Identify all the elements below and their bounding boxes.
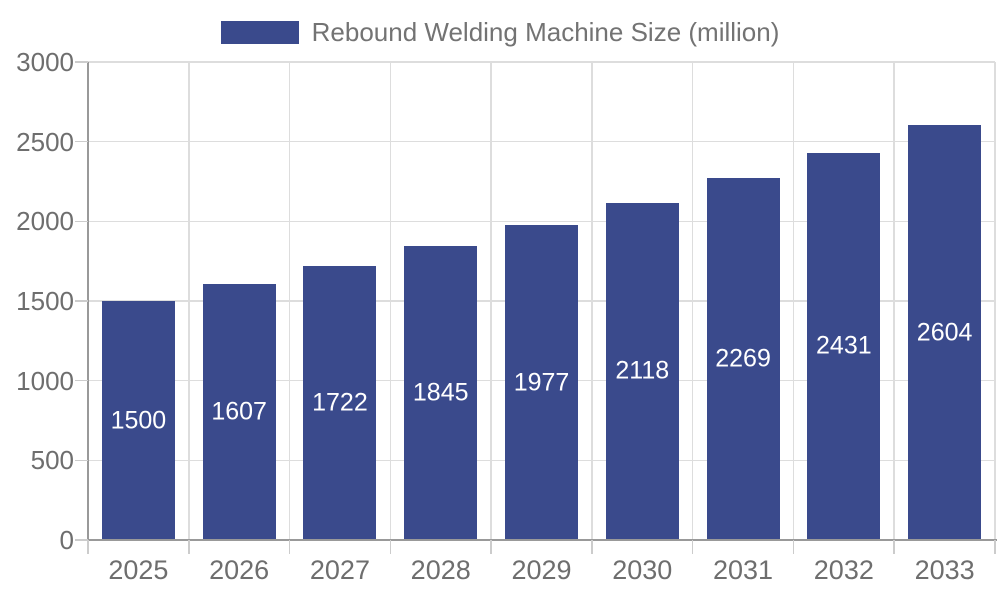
bar-value-label: 2604 [916, 318, 973, 347]
bar-2031: 2269 [706, 178, 780, 540]
x-axis-tick [792, 540, 795, 554]
v-gridline [893, 62, 895, 540]
y-axis-label: 2000 [16, 206, 74, 237]
v-gridline [994, 62, 996, 540]
y-axis-tick [75, 539, 88, 541]
bar-value-label: 1977 [513, 368, 570, 396]
h-gridline [88, 220, 995, 223]
h-gridline [88, 140, 995, 143]
x-axis-label: 2025 [108, 555, 169, 585]
y-axis-label: 1500 [16, 286, 74, 316]
bar-2025: 1500 [101, 301, 175, 540]
v-gridline [792, 62, 795, 540]
v-gridline [591, 62, 593, 540]
x-axis-label: 2030 [612, 555, 673, 585]
bar-2029: 1977 [505, 225, 578, 540]
bar-value-label: 1722 [312, 388, 368, 417]
h-gridline [88, 61, 995, 63]
x-axis-tick [994, 540, 996, 554]
y-axis-label: 2500 [16, 126, 74, 157]
x-axis-label: 2029 [511, 555, 572, 585]
bar-2028: 1845 [404, 246, 478, 540]
bar-value-label: 1500 [110, 406, 167, 434]
v-gridline [691, 62, 694, 540]
x-axis-tick [591, 540, 593, 554]
v-gridline [490, 62, 492, 540]
x-axis-label: 2026 [209, 555, 270, 585]
x-axis-tick [188, 540, 190, 554]
bar-value-label: 2431 [816, 331, 872, 360]
y-axis-line [87, 62, 89, 540]
x-axis-label: 2028 [410, 555, 471, 585]
x-axis-tick [389, 540, 392, 554]
x-axis-label: 2027 [309, 555, 370, 585]
y-axis-tick [75, 61, 88, 63]
v-gridline [389, 62, 392, 540]
x-axis-tick [288, 540, 291, 554]
x-axis-tick [490, 540, 492, 554]
x-axis-label: 2033 [914, 555, 975, 585]
plot-area: 1500 1607 1722 1845 1977 2118 2269 2431 2604 [88, 61, 996, 540]
bar-2027: 1722 [303, 265, 377, 540]
y-axis-tick [75, 300, 88, 302]
bar-value-label: 2269 [715, 344, 771, 373]
bar-2026: 1607 [202, 283, 276, 540]
y-axis-tick [75, 379, 88, 382]
x-axis-tick [893, 540, 895, 554]
legend-swatch-icon [220, 21, 299, 45]
x-axis-label: 2031 [713, 555, 774, 585]
x-axis-tick [691, 540, 694, 554]
y-axis-label: 1000 [16, 365, 74, 396]
y-axis-label: 500 [30, 445, 74, 476]
v-gridline [188, 62, 190, 540]
y-axis-tick [75, 459, 88, 462]
x-axis-tick [87, 540, 89, 554]
y-axis-label: 0 [59, 525, 74, 555]
v-gridline [288, 62, 291, 540]
bar-value-label: 1845 [412, 378, 469, 407]
legend[interactable]: Rebound Welding Machine Size (million) [0, 17, 1000, 48]
bar-2032: 2431 [807, 152, 881, 540]
x-axis-line [86, 539, 997, 541]
bar-value-label: 1607 [211, 397, 267, 426]
y-axis-tick [75, 140, 88, 143]
bar-2030: 2118 [605, 202, 679, 540]
bar-2033: 2604 [908, 125, 982, 540]
x-axis-label: 2032 [813, 555, 874, 585]
bar-value-label: 2118 [615, 356, 670, 385]
y-axis-label: 3000 [16, 47, 74, 77]
y-axis-tick [75, 220, 88, 223]
legend-label: Rebound Welding Machine Size (million) [311, 17, 780, 47]
